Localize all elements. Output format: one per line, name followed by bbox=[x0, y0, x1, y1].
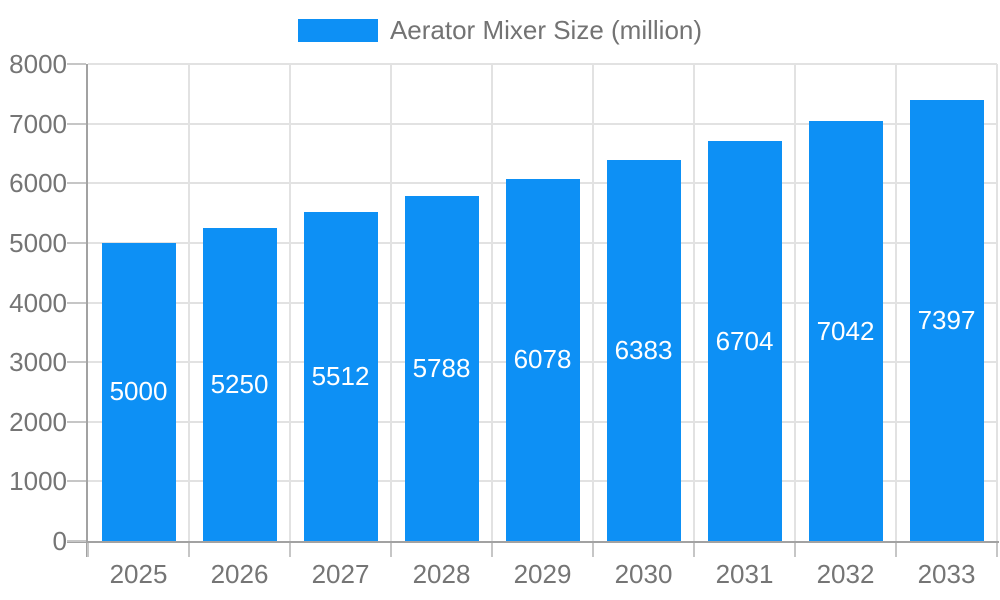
y-axis-tick bbox=[67, 480, 86, 483]
x-axis-label: 2027 bbox=[311, 559, 370, 589]
y-axis-tick bbox=[67, 241, 86, 244]
x-axis-label: 2029 bbox=[513, 559, 572, 589]
y-axis-tick bbox=[67, 361, 86, 364]
legend-label: Aerator Mixer Size (million) bbox=[389, 15, 703, 45]
y-axis-label: 3000 bbox=[9, 347, 67, 378]
bar-value-label: 6078 bbox=[513, 344, 572, 375]
x-axis-tick bbox=[592, 543, 594, 557]
bar: 6383 bbox=[606, 160, 681, 541]
y-axis-line bbox=[86, 64, 88, 557]
x-gridline bbox=[895, 64, 897, 541]
x-gridline bbox=[491, 64, 493, 541]
y-axis-label: 6000 bbox=[9, 168, 67, 199]
legend-item[interactable]: Aerator Mixer Size (million) bbox=[297, 15, 703, 46]
y-axis-label: 5000 bbox=[9, 227, 67, 258]
bar-value-label: 7397 bbox=[917, 304, 976, 335]
bar-value-label: 5788 bbox=[412, 352, 471, 383]
x-axis-line bbox=[67, 541, 999, 543]
x-gridline bbox=[996, 64, 998, 541]
x-axis-tick bbox=[390, 543, 392, 557]
x-axis-label: 2026 bbox=[210, 559, 269, 589]
y-axis-label: 8000 bbox=[9, 49, 67, 79]
y-axis-tick bbox=[67, 182, 86, 185]
x-axis-label: 2028 bbox=[412, 559, 471, 589]
x-gridline bbox=[188, 64, 190, 541]
x-axis-tick bbox=[188, 543, 190, 557]
y-axis-label: 7000 bbox=[9, 108, 67, 139]
chart-legend: Aerator Mixer Size (million) bbox=[0, 15, 1000, 46]
y-axis-tick bbox=[67, 540, 86, 542]
x-axis-label: 2033 bbox=[917, 559, 976, 589]
x-axis-tick bbox=[794, 543, 796, 557]
bar: 5250 bbox=[202, 227, 277, 541]
y-axis-label: 2000 bbox=[9, 406, 67, 437]
bar: 5788 bbox=[404, 195, 479, 541]
x-gridline bbox=[693, 64, 695, 541]
x-axis-label: 2031 bbox=[715, 559, 774, 589]
plot-area: 0 1000 2000 3000 4000 5000 6000 7000 8000 2025 202… bbox=[9, 49, 999, 589]
bar: 7042 bbox=[808, 121, 883, 541]
x-gridline bbox=[794, 64, 796, 541]
bar-value-label: 7042 bbox=[816, 315, 875, 346]
y-axis-tick bbox=[67, 301, 86, 304]
x-axis-label: 2032 bbox=[816, 559, 875, 589]
x-axis-tick bbox=[87, 543, 89, 557]
y-axis-label: 4000 bbox=[9, 287, 67, 318]
x-axis-label: 2030 bbox=[614, 559, 673, 589]
bar-value-label: 6704 bbox=[715, 325, 774, 356]
bar-value-label: 5250 bbox=[210, 368, 269, 399]
bar: 7397 bbox=[909, 99, 984, 541]
y-gridline bbox=[88, 63, 997, 65]
y-axis-tick bbox=[67, 63, 86, 65]
x-axis-tick bbox=[996, 543, 998, 557]
x-axis-tick bbox=[895, 543, 897, 557]
legend-swatch bbox=[297, 19, 378, 42]
bar: 5000 bbox=[101, 242, 176, 541]
y-axis-label: 0 bbox=[52, 526, 67, 556]
y-axis-label: 1000 bbox=[9, 466, 67, 497]
bar: 5512 bbox=[303, 212, 378, 541]
x-axis-label: 2025 bbox=[109, 559, 168, 589]
x-gridline bbox=[390, 64, 392, 541]
x-gridline bbox=[592, 64, 594, 541]
bar: 6704 bbox=[707, 141, 782, 541]
x-gridline bbox=[289, 64, 291, 541]
y-gridline bbox=[88, 122, 997, 125]
x-axis-tick bbox=[693, 543, 695, 557]
x-axis-tick bbox=[289, 543, 291, 557]
bar: 6078 bbox=[505, 178, 580, 541]
y-axis-tick bbox=[67, 420, 86, 423]
bar-value-label: 5000 bbox=[109, 376, 168, 407]
y-axis-tick bbox=[67, 122, 86, 125]
bar-value-label: 5512 bbox=[311, 361, 370, 392]
x-axis-tick bbox=[491, 543, 493, 557]
bar-value-label: 6383 bbox=[614, 335, 673, 366]
